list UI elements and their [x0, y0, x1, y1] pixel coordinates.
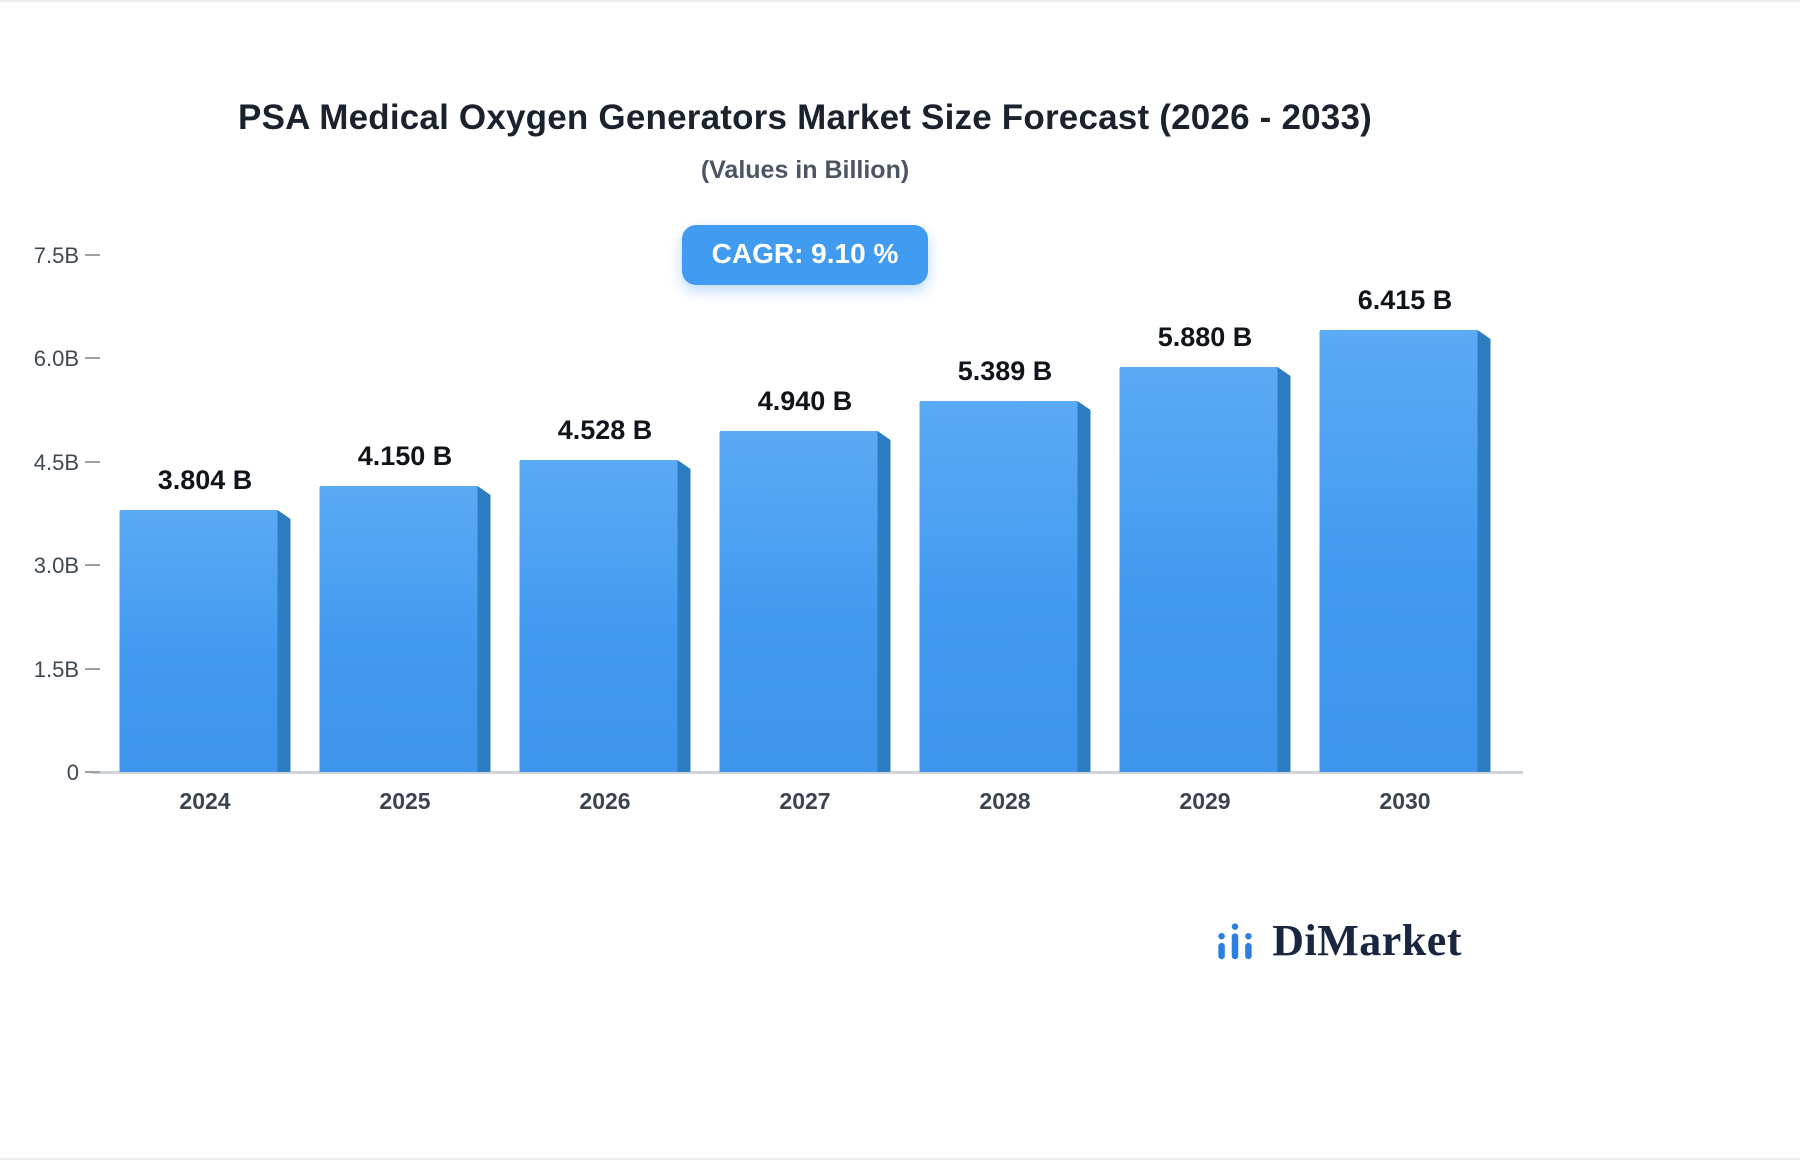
bar-slot: 5.389 B 2028 [905, 255, 1105, 814]
bar-2026[interactable] [519, 460, 691, 772]
y-axis-tick-mark [85, 771, 100, 773]
y-axis-tick-label: 0 [66, 760, 79, 785]
bar-slot: 4.940 B 2027 [705, 255, 905, 814]
x-axis-line [91, 771, 1523, 774]
bar-face [919, 401, 1078, 772]
x-axis-label: 2028 [979, 788, 1031, 814]
bar-side-face [877, 431, 891, 772]
y-axis-tick-label: 1.5B [33, 656, 79, 682]
bar-side-face [477, 486, 491, 772]
bar-value-label: 4.528 B [557, 415, 653, 445]
bar-side-face [1477, 330, 1491, 772]
bar-2024[interactable] [119, 510, 291, 772]
chart-title: PSA Medical Oxygen Generators Market Siz… [238, 98, 1372, 137]
bar-face [1119, 367, 1278, 772]
bar-chart-icon [1212, 918, 1258, 964]
bar-face [1319, 330, 1478, 772]
bar-value-label: 5.389 B [957, 356, 1053, 386]
y-axis-tick-mark [85, 357, 100, 360]
bar-value-label: 3.804 B [157, 465, 253, 495]
bar-value-label: 4.150 B [357, 441, 453, 471]
cagr-badge: CAGR: 9.10 % [681, 225, 929, 285]
bar-slot: 6.415 B 2030 [1305, 255, 1505, 814]
bar-value-label: 4.940 B [757, 386, 853, 416]
bar-face [119, 510, 278, 772]
bar-slot: 4.528 B 2026 [505, 255, 705, 814]
bar-side-face [1277, 367, 1291, 772]
bar-2029[interactable] [1119, 367, 1291, 772]
x-axis-label: 2030 [1379, 788, 1431, 814]
bar-2025[interactable] [319, 486, 491, 772]
bar-value-label: 5.880 B [1157, 322, 1253, 352]
x-axis-label: 2025 [379, 788, 431, 814]
bar-slot: 3.804 B 2024 [105, 255, 305, 814]
x-axis-label: 2029 [1179, 788, 1231, 814]
y-axis-tick-mark [85, 564, 100, 567]
bar-value-label: 6.415 B [1357, 285, 1453, 315]
bar-2027[interactable] [719, 431, 891, 772]
bar-face [519, 460, 678, 772]
y-axis-tick-label: 3.0B [33, 553, 79, 579]
bar-2028[interactable] [919, 401, 1091, 772]
bar-side-face [1077, 401, 1091, 772]
y-axis-tick-label: 7.5B [33, 243, 79, 268]
y-axis-tick-mark [85, 460, 100, 463]
chart-header: PSA Medical Oxygen Generators Market Siz… [0, 2, 1610, 285]
x-axis-label: 2026 [579, 788, 631, 814]
bar-face [719, 431, 878, 772]
bar-face [319, 486, 478, 772]
y-axis-tick-label: 4.5B [33, 449, 79, 475]
y-axis-tick-mark [85, 254, 100, 256]
bar-2030[interactable] [1319, 330, 1491, 772]
bar-slot: 5.880 B 2029 [1105, 255, 1305, 814]
x-axis-label: 2027 [779, 788, 831, 814]
bar-chart-plot-area: 0 1.5B 3.0B 4.5B 6.0B 7.5B 3.804 B 2024 4.150 B 2… [34, 243, 1523, 814]
x-axis-label: 2024 [179, 788, 231, 814]
bar-side-face [277, 510, 291, 772]
brand-logo: DiMarket [1212, 915, 1462, 966]
chart-subtitle: (Values in Billion) [700, 156, 910, 184]
y-axis-tick-mark [85, 667, 100, 670]
bar-side-face [677, 460, 691, 772]
bar-slot: 4.150 B 2025 [305, 255, 505, 814]
y-axis-tick-label: 6.0B [33, 346, 79, 372]
brand-logo-text: DiMarket [1272, 916, 1462, 965]
